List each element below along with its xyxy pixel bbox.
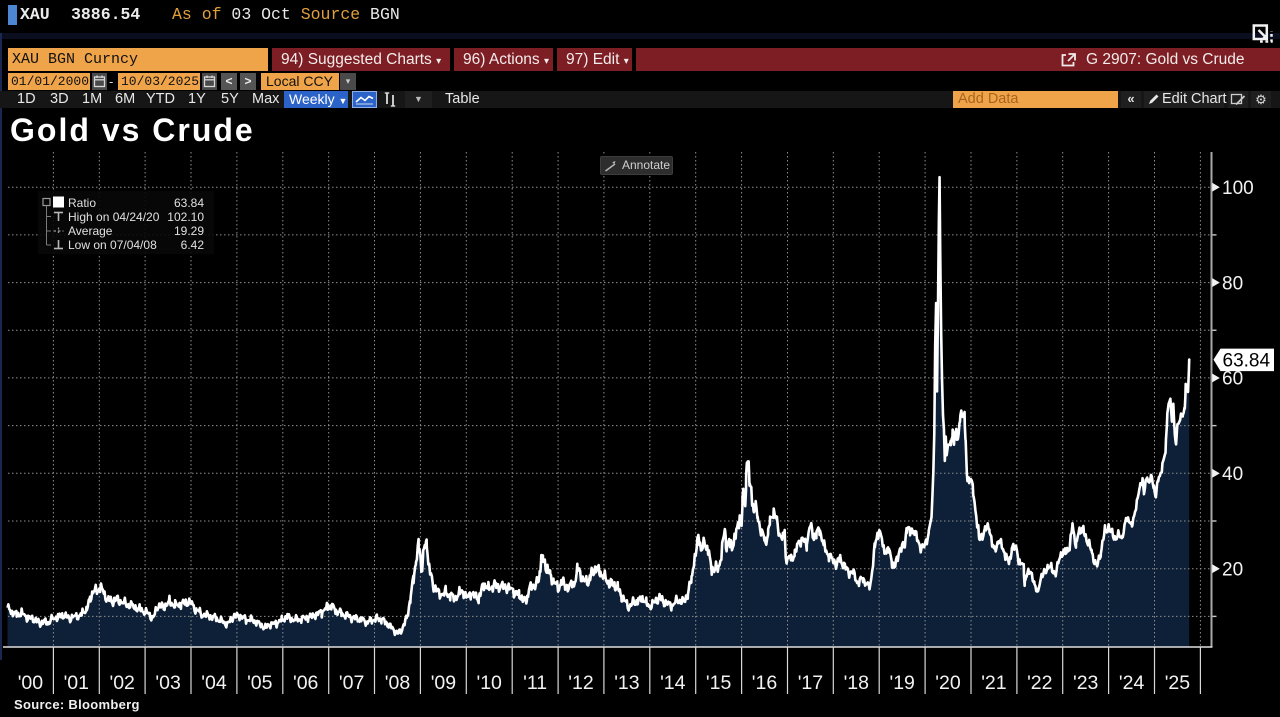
svg-text:'18: '18 xyxy=(844,672,869,694)
svg-text:'14: '14 xyxy=(660,672,686,694)
svg-text:'02: '02 xyxy=(109,672,134,694)
svg-text:'00: '00 xyxy=(18,672,44,694)
svg-text:'22: '22 xyxy=(1027,672,1052,694)
svg-text:'04: '04 xyxy=(201,672,227,694)
svg-text:'07: '07 xyxy=(339,672,364,694)
svg-text:'25: '25 xyxy=(1165,672,1191,694)
svg-text:'05: '05 xyxy=(247,672,273,694)
svg-text:'10: '10 xyxy=(476,672,502,694)
svg-text:'15: '15 xyxy=(706,672,732,694)
svg-text:'11: '11 xyxy=(523,672,547,694)
svg-text:'09: '09 xyxy=(431,672,456,694)
svg-text:100: 100 xyxy=(1222,178,1254,199)
svg-text:'06: '06 xyxy=(293,672,318,694)
svg-text:63.84: 63.84 xyxy=(1223,351,1271,372)
svg-text:60: 60 xyxy=(1222,369,1243,390)
svg-text:'24: '24 xyxy=(1119,672,1145,694)
svg-text:'17: '17 xyxy=(798,672,823,694)
svg-text:'13: '13 xyxy=(614,672,639,694)
svg-text:'08: '08 xyxy=(385,672,410,694)
svg-text:20: 20 xyxy=(1222,559,1243,580)
svg-text:'23: '23 xyxy=(1073,672,1098,694)
svg-text:80: 80 xyxy=(1222,273,1243,294)
svg-text:'01: '01 xyxy=(64,672,89,694)
svg-text:'16: '16 xyxy=(752,672,777,694)
svg-text:'12: '12 xyxy=(568,672,593,694)
svg-text:'20: '20 xyxy=(935,672,961,694)
svg-text:'21: '21 xyxy=(981,672,1006,694)
svg-text:'19: '19 xyxy=(889,672,914,694)
svg-text:'03: '03 xyxy=(155,672,180,694)
svg-text:40: 40 xyxy=(1222,464,1243,485)
